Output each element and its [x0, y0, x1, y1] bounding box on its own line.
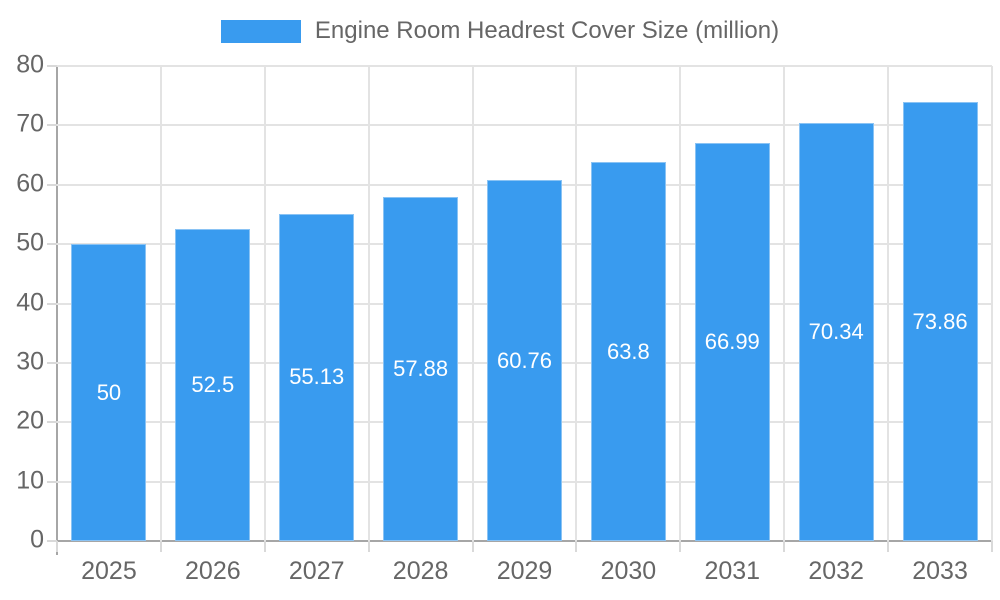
x-tick-label: 2033: [912, 557, 968, 585]
plot-area: 0 10 20 30 40 50 60 70 80 50 2025 52.5 2026 55.13 2027…: [16, 50, 993, 585]
x-tick-label: 2032: [808, 557, 864, 585]
vertical-gridline: [471, 66, 474, 541]
x-axis-line: [56, 540, 993, 542]
x-tick-label: 2031: [704, 557, 761, 585]
y-tick-label: 50: [16, 228, 44, 257]
horizontal-gridline: [57, 124, 992, 127]
y-axis-tick: [47, 480, 57, 483]
bar: [279, 213, 355, 541]
y-axis-tick: [47, 183, 57, 186]
bar-value-label: 55.13: [289, 364, 345, 390]
x-axis-tick: [679, 541, 682, 552]
x-axis-tick: [575, 541, 578, 552]
bar: [902, 102, 978, 541]
x-axis-tick: [783, 541, 786, 552]
vertical-gridline: [263, 66, 266, 541]
bar-value-label: 52.5: [191, 372, 235, 398]
y-axis-tick: [47, 302, 57, 305]
bar-value-label: 60.76: [496, 347, 553, 373]
bar: [175, 229, 251, 541]
y-tick-label: 70: [16, 109, 44, 138]
bar: [487, 180, 562, 541]
x-axis-tick: [991, 541, 993, 552]
y-tick-label: 20: [16, 406, 44, 435]
y-axis-tick: [47, 243, 57, 246]
bar: [694, 143, 770, 541]
y-tick-label: 0: [30, 525, 44, 554]
legend-label: Engine Room Headrest Cover Size (million…: [314, 17, 780, 44]
vertical-gridline: [367, 66, 370, 541]
horizontal-gridline: [57, 65, 992, 67]
x-tick-label: 2030: [600, 557, 657, 585]
bar-value-label: 66.99: [704, 329, 760, 355]
bar-value-label: 70.34: [808, 319, 864, 345]
bar-value-label: 73.86: [912, 308, 968, 334]
bar: [798, 123, 874, 541]
y-axis-tick: [47, 65, 57, 67]
x-axis-tick: [263, 541, 266, 552]
bar: [71, 244, 147, 541]
bar-value-label: 63.8: [606, 338, 650, 364]
x-tick-label: 2029: [496, 557, 553, 585]
bar-value-label: 50: [96, 379, 122, 405]
y-tick-label: 30: [16, 347, 44, 376]
bar: [590, 162, 666, 541]
x-axis-tick: [887, 541, 890, 552]
x-tick-label: 2025: [81, 557, 137, 585]
legend-item[interactable]: Engine Room Headrest Cover Size (million…: [0, 17, 1000, 44]
x-axis-tick: [56, 541, 58, 552]
y-axis-line: [56, 66, 58, 555]
x-axis-tick: [367, 541, 370, 552]
y-tick-label: 40: [16, 287, 44, 316]
vertical-gridline: [783, 66, 786, 541]
vertical-gridline: [159, 66, 162, 541]
y-axis-tick: [47, 361, 57, 364]
y-tick-label: 80: [16, 50, 44, 79]
y-axis-tick: [47, 421, 57, 424]
y-axis-tick: [47, 124, 57, 127]
y-tick-label: 60: [16, 169, 44, 198]
vertical-gridline: [991, 66, 993, 541]
legend-swatch-icon: [220, 19, 301, 43]
vertical-gridline: [887, 66, 890, 541]
x-tick-label: 2027: [288, 557, 345, 585]
y-axis-tick: [47, 540, 57, 542]
x-axis-tick: [159, 541, 162, 552]
x-tick-label: 2026: [185, 557, 241, 585]
bar-value-label: 57.88: [393, 356, 449, 382]
bar: [383, 197, 459, 541]
x-axis-tick: [471, 541, 474, 552]
x-tick-label: 2028: [392, 557, 449, 585]
y-tick-label: 10: [16, 465, 44, 494]
vertical-gridline: [575, 66, 578, 541]
vertical-gridline: [679, 66, 682, 541]
